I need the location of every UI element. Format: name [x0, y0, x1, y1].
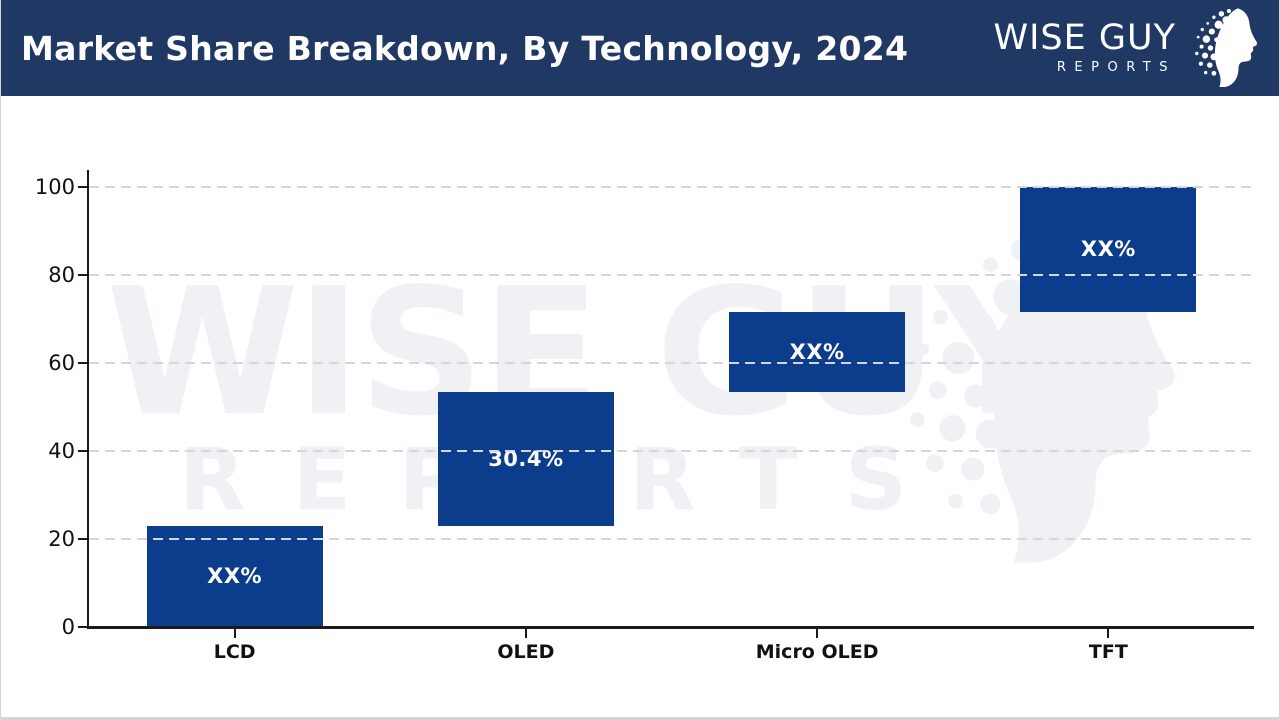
bar-value-label: XX% — [207, 564, 263, 589]
brand-logo: WISE GUY REPORTS — [993, 4, 1273, 92]
gridline — [89, 186, 1254, 188]
x-axis-tick — [816, 628, 819, 638]
y-tick-label: 20 — [48, 527, 75, 551]
x-category-label: OLED — [497, 641, 555, 663]
bar: XX% — [1020, 187, 1197, 312]
y-tick-label: 80 — [48, 263, 75, 287]
bar-value-label: XX% — [789, 339, 845, 364]
y-axis-tick — [78, 450, 87, 452]
x-category-label: TFT — [1088, 641, 1128, 663]
gridline — [89, 274, 1254, 276]
y-axis-tick — [78, 186, 87, 188]
logo-head-icon — [1178, 7, 1273, 89]
brand-logo-text: WISE GUY REPORTS — [993, 18, 1176, 76]
x-category-label: Micro OLED — [755, 641, 879, 663]
gridline — [89, 450, 1254, 452]
brand-subtitle: REPORTS — [1056, 60, 1176, 75]
x-axis-tick — [1107, 628, 1110, 638]
bar: XX% — [729, 311, 906, 393]
gridline — [89, 362, 1254, 364]
y-tick-label: 0 — [61, 615, 75, 639]
y-axis-tick — [78, 626, 87, 628]
bar: XX% — [146, 525, 323, 627]
x-axis-tick — [233, 628, 236, 638]
gridline — [89, 538, 1254, 540]
x-axis-tick — [524, 628, 527, 638]
brand-name: WISE GUY — [993, 18, 1176, 58]
y-axis-tick — [78, 362, 87, 364]
page-title: Market Share Breakdown, By Technology, 2… — [21, 28, 909, 68]
report-header: Market Share Breakdown, By Technology, 2… — [1, 0, 1279, 96]
x-axis — [86, 626, 1254, 629]
y-axis — [86, 170, 89, 629]
bar: 30.4% — [437, 392, 614, 526]
x-category-label: LCD — [213, 641, 256, 663]
y-axis-tick — [78, 538, 87, 540]
bar-value-label: XX% — [1080, 237, 1136, 262]
y-tick-label: 40 — [48, 439, 75, 463]
y-tick-label: 60 — [48, 351, 75, 375]
y-axis-tick — [78, 274, 87, 276]
y-tick-label: 100 — [34, 175, 75, 199]
